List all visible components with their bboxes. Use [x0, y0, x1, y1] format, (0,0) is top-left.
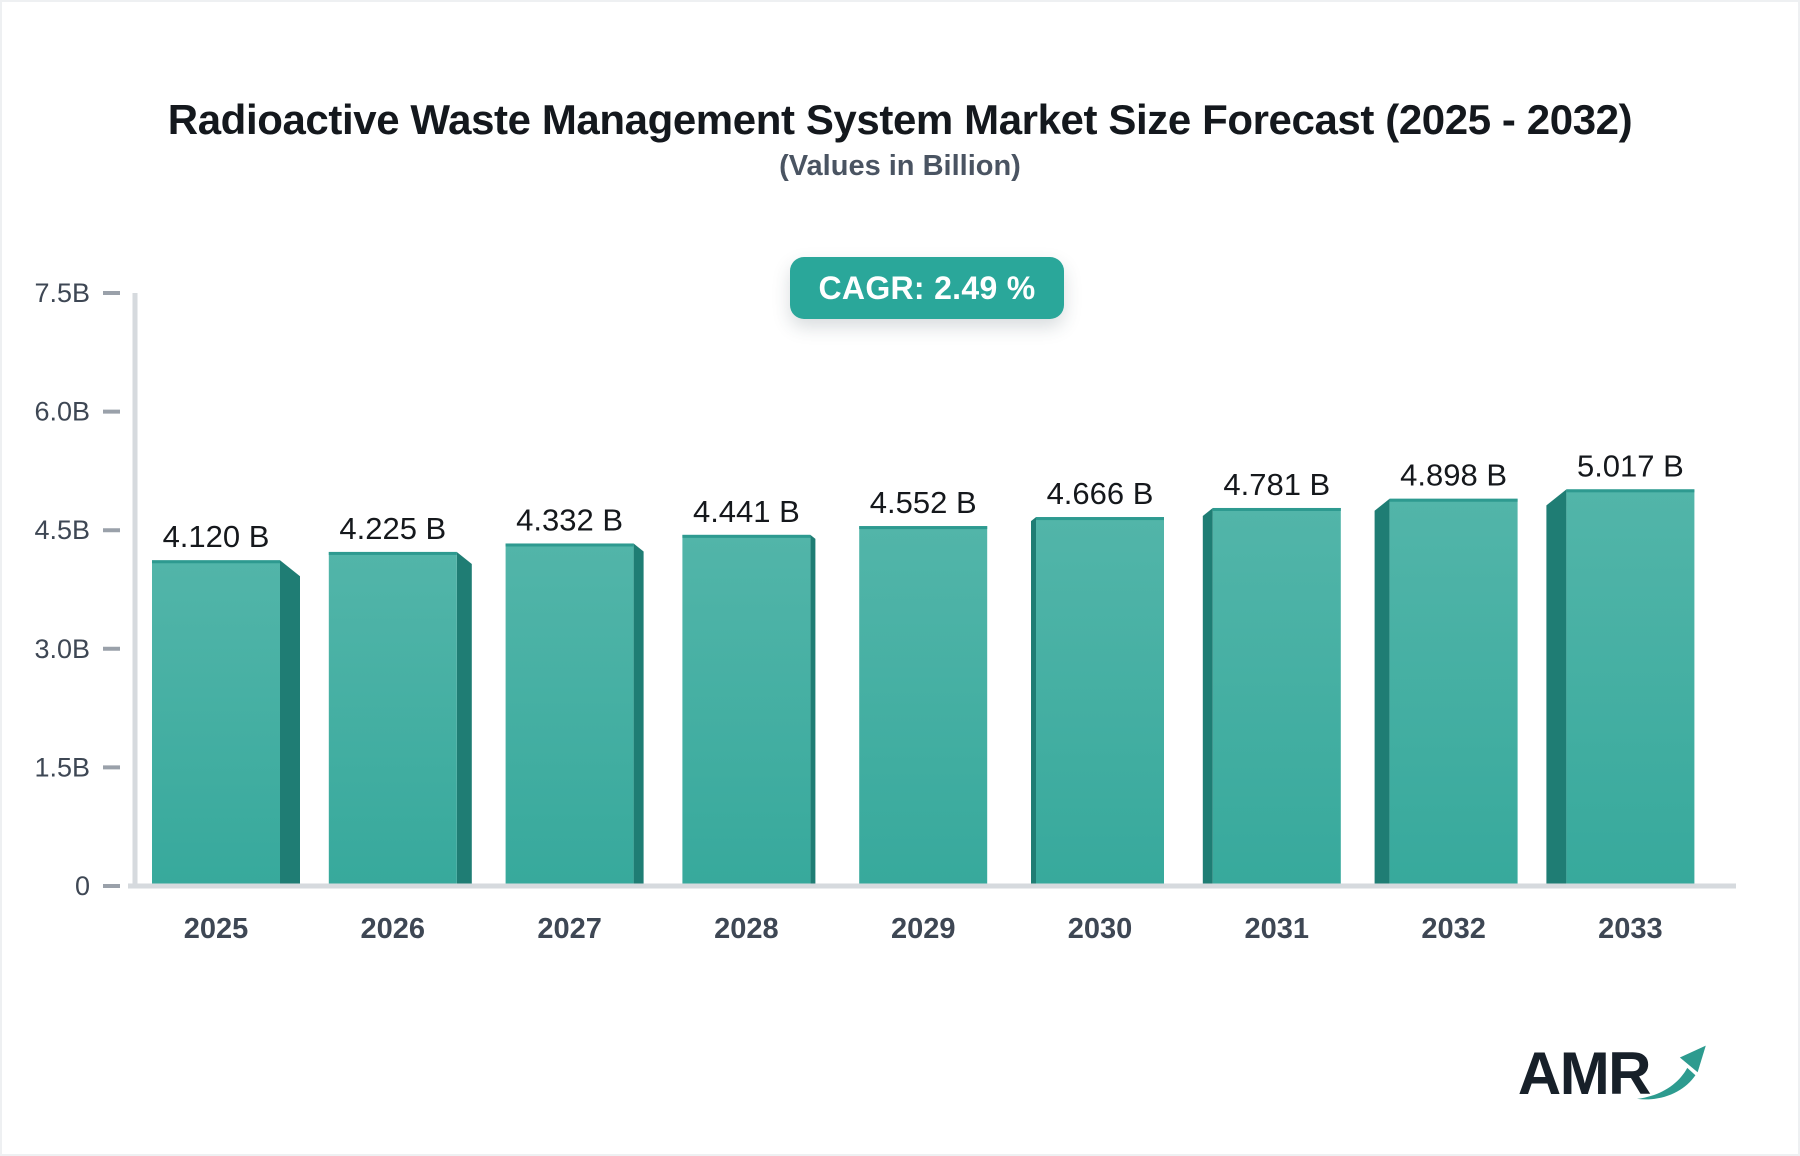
bar-top-edge — [1212, 507, 1341, 511]
bar-top-edge — [1389, 498, 1518, 502]
bar-2030 — [1036, 517, 1164, 886]
bar-side-face — [456, 551, 472, 886]
bar-side-face — [633, 543, 644, 886]
bar-side-face — [280, 560, 300, 886]
bar-top-edge — [505, 543, 634, 547]
x-axis-label: 2025 — [184, 913, 249, 945]
x-axis-label: 2029 — [891, 913, 956, 945]
y-tick-label: 3.0B — [34, 634, 90, 664]
x-axis-label: 2026 — [361, 913, 426, 945]
bar-2033 — [1566, 489, 1695, 886]
amr-logo: AMR — [1518, 1044, 1708, 1104]
bar-value-label: 4.781 B — [1223, 467, 1330, 502]
bar-value-label: 4.225 B — [339, 511, 446, 546]
bar-value-label: 4.666 B — [1047, 476, 1154, 511]
chart-subtitle: (Values in Billion) — [779, 150, 1021, 182]
bar-side-face — [1202, 507, 1213, 886]
bar-top-edge — [152, 560, 280, 564]
y-tick-label: 1.5B — [34, 752, 90, 782]
bar-side-face — [810, 534, 816, 886]
bar-value-label: 4.898 B — [1400, 458, 1507, 493]
bar-side-face — [1546, 489, 1567, 886]
bar-value-label: 4.552 B — [870, 485, 977, 520]
bar-top-edge — [1566, 489, 1695, 493]
bar-value-label: 5.017 B — [1577, 448, 1684, 483]
bar-2028 — [682, 534, 811, 886]
bar-top-edge — [1036, 517, 1164, 521]
bar-2029 — [859, 526, 988, 886]
bar-top-edge — [859, 526, 988, 530]
x-axis-label: 2027 — [537, 913, 602, 945]
x-axis-label: 2032 — [1421, 913, 1486, 945]
bar-side-face — [1031, 517, 1036, 886]
bar-2032 — [1389, 498, 1518, 886]
chart-title: Radioactive Waste Management System Mark… — [167, 96, 1633, 143]
x-axis-label: 2031 — [1245, 913, 1310, 945]
bar-2025 — [152, 560, 280, 886]
amr-logo-text: AMR — [1517, 1040, 1652, 1107]
growth-arrow-icon — [1636, 1045, 1706, 1100]
bar-2031 — [1212, 507, 1341, 886]
bar-2026 — [328, 551, 457, 886]
bar-top-edge — [328, 551, 457, 555]
cagr-badge: CAGR: 2.49 % — [790, 257, 1064, 319]
x-axis-label: 2033 — [1598, 913, 1663, 945]
bar-2027 — [505, 543, 634, 886]
y-tick-label: 7.5B — [34, 278, 90, 308]
bar-value-label: 4.120 B — [163, 519, 270, 554]
y-tick-label: 4.5B — [34, 515, 90, 545]
x-axis-label: 2030 — [1068, 913, 1133, 945]
bar-side-face — [1374, 498, 1390, 886]
y-tick-label: 6.0B — [34, 397, 90, 427]
x-axis-label: 2028 — [714, 913, 779, 945]
bar-value-label: 4.441 B — [693, 494, 800, 529]
bar-top-edge — [682, 534, 811, 538]
bar-value-label: 4.332 B — [516, 502, 623, 537]
y-tick-label: 0 — [75, 871, 90, 901]
